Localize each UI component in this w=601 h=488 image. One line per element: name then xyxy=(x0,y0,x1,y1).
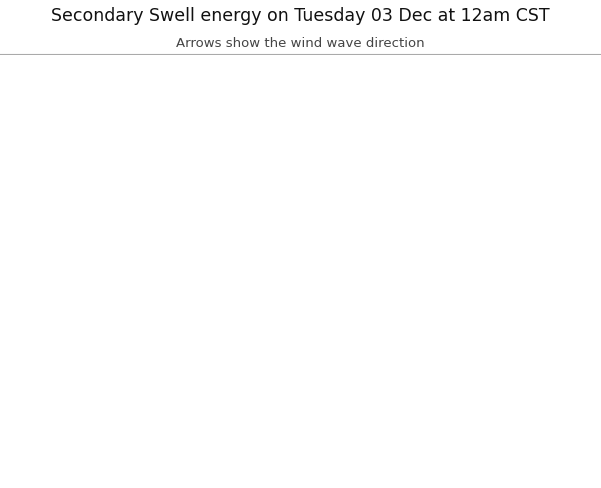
Text: Requires cartopy: Requires cartopy xyxy=(242,265,359,279)
Text: Arrows show the wind wave direction: Arrows show the wind wave direction xyxy=(176,37,425,50)
Text: Secondary Swell energy on Tuesday 03 Dec at 12am CST: Secondary Swell energy on Tuesday 03 Dec… xyxy=(51,7,550,25)
